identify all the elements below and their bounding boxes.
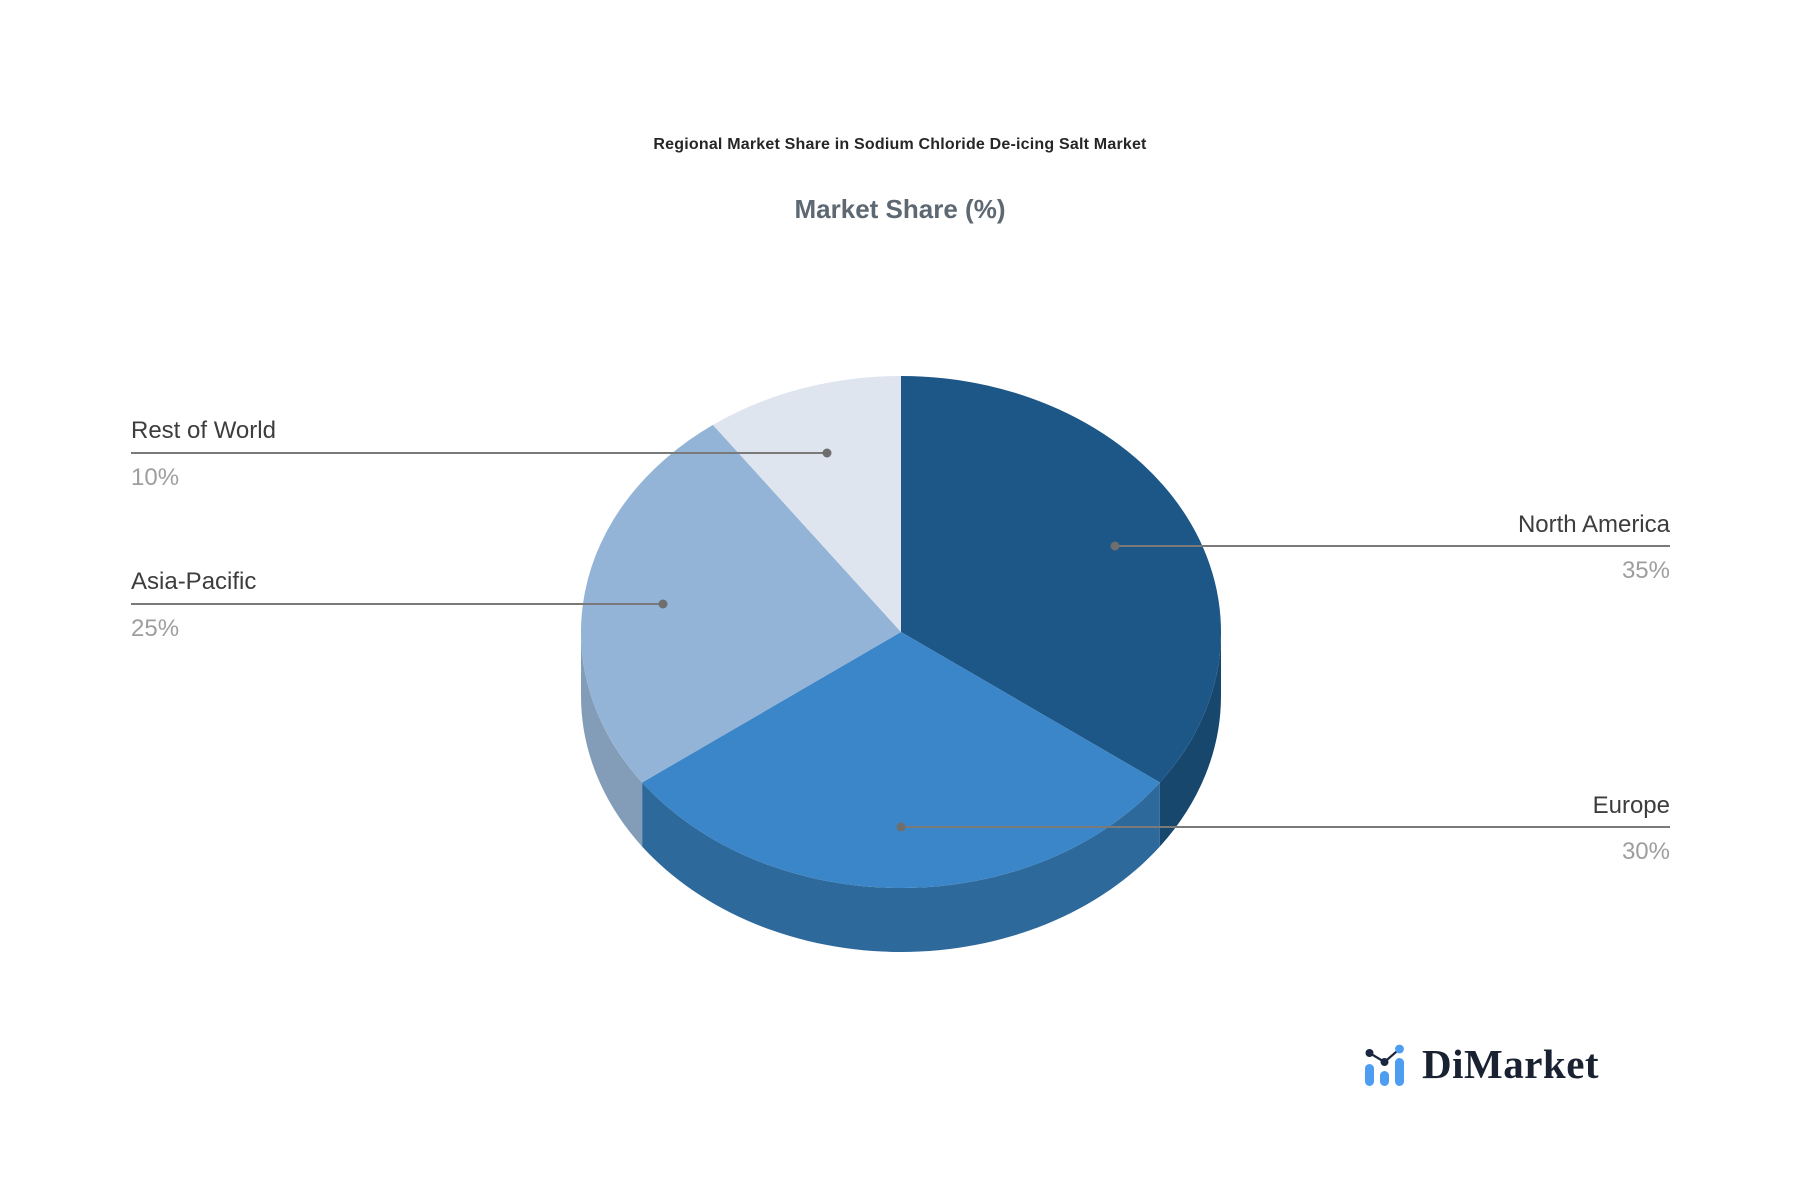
- callout-dot-asia-pacific: [658, 599, 668, 609]
- chart-subtitle: Market Share (%): [794, 194, 1006, 224]
- callout-value-north-america: 35%: [1621, 557, 1670, 584]
- callout-label-rest-of-world: Rest of World: [131, 417, 276, 444]
- callout-dot-europe: [896, 822, 906, 832]
- callout-value-rest-of-world: 10%: [131, 464, 180, 491]
- pie-slice-asia-pacific[interactable]: [581, 424, 901, 783]
- brand-logo-text: DiMarket: [1422, 1041, 1600, 1087]
- brand-logo[interactable]: DiMarket: [1363, 1040, 1599, 1088]
- bar-line-chart-icon: [1365, 1044, 1404, 1086]
- pie-rim-europe: [642, 782, 1160, 952]
- callout-label-north-america: North America: [1517, 511, 1670, 538]
- page-title: Regional Market Share in Sodium Chloride…: [653, 136, 1147, 153]
- pie-slice-rest-of-world[interactable]: [712, 376, 901, 632]
- callout-dot-north-america: [1110, 541, 1120, 551]
- pie-slice-europe[interactable]: [642, 632, 1160, 889]
- callout-value-europe: 30%: [1621, 838, 1670, 865]
- callout-label-europe: Europe: [1592, 792, 1670, 819]
- pie-rim-asia-pacific: [581, 632, 643, 847]
- pie-rim-north-america: [1159, 632, 1221, 847]
- callout-value-asia-pacific: 25%: [131, 615, 180, 642]
- callout-label-asia-pacific: Asia-Pacific: [131, 568, 257, 595]
- callout-dot-rest-of-world: [822, 448, 832, 458]
- pie-slice-north-america[interactable]: [901, 376, 1221, 783]
